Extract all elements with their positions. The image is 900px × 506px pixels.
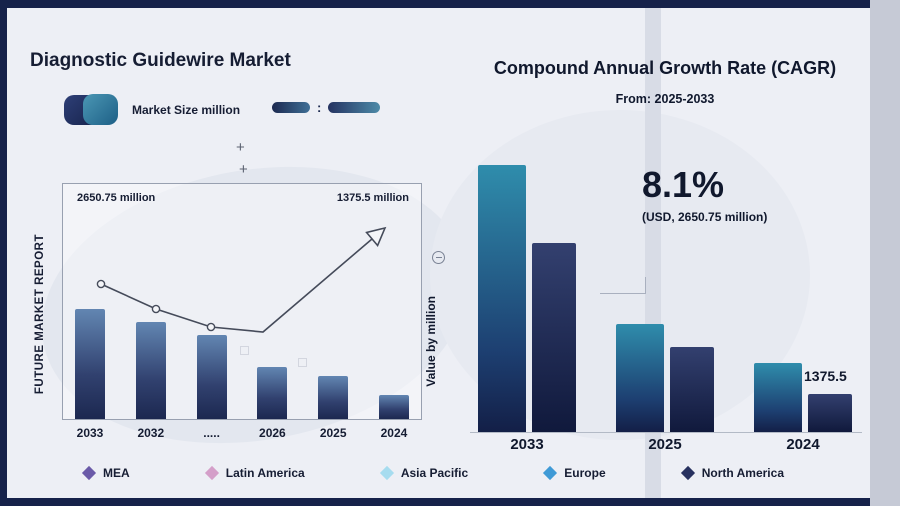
- left-chart-title: Diagnostic Guidewire Market: [30, 50, 291, 71]
- future-market-report-label: FUTURE MARKET REPORT: [34, 234, 46, 395]
- frame-bottom-bar: [0, 498, 870, 506]
- left-bar-.....: [196, 335, 227, 419]
- right-axis-label: 2025: [648, 436, 682, 453]
- right-chart-subtitle: From: 2025-2033: [615, 92, 715, 106]
- square-decor: [240, 346, 249, 355]
- max-value-annotation: 2650.75 million: [77, 192, 156, 204]
- left-bar-2026: [257, 367, 288, 419]
- right-bar-group-2024: [754, 363, 852, 432]
- left-axis-label: .....: [203, 426, 220, 440]
- right-chart-baseline: [470, 432, 862, 433]
- cagr-value: 8.1%: [642, 164, 725, 205]
- left-bar-2032: [135, 322, 166, 419]
- left-chart-bars: [63, 184, 421, 419]
- right-bar-group-2033: [478, 165, 576, 432]
- left-axis-label: 2025: [319, 426, 347, 440]
- plus-decor: +: [239, 161, 248, 178]
- frame-top-bar: [0, 0, 870, 8]
- bar-primary-2025: [616, 324, 664, 432]
- value-axis-label: Value by million: [424, 296, 438, 387]
- cylinder-icon: [64, 94, 118, 126]
- market-size-legend: Market Size million: [64, 94, 240, 126]
- market-size-label: Market Size million: [132, 103, 241, 117]
- legend-item-mea: MEA: [81, 465, 130, 481]
- diamond-icon: [204, 465, 219, 481]
- bar-secondary-2033: [532, 243, 576, 432]
- right-axis-label: 2024: [786, 436, 820, 453]
- legend-label: Europe: [564, 466, 606, 480]
- left-axis-label: 2032: [137, 426, 165, 440]
- right-chart-title: Compound Annual Growth Rate (CAGR): [493, 58, 837, 78]
- diamond-icon: [543, 465, 558, 481]
- pill-separator: :: [317, 100, 322, 115]
- left-bar-2024: [378, 395, 409, 419]
- decorative-pills: :: [272, 100, 381, 115]
- pill-decor: [272, 102, 310, 113]
- frame-left-bar: [0, 0, 7, 506]
- legend-item-latin-america: Latin America: [204, 465, 305, 481]
- legend-label: Latin America: [225, 466, 305, 480]
- bar-primary-2033: [478, 165, 526, 432]
- left-axis-label: 2033: [76, 426, 104, 440]
- diamond-icon: [680, 465, 695, 481]
- left-axis-label: 2024: [380, 426, 408, 440]
- legend-item-north-america: North America: [680, 465, 784, 481]
- bar-primary-2024: [754, 363, 802, 432]
- left-bar-2033: [75, 309, 105, 419]
- bar-secondary-2025: [670, 347, 714, 432]
- diamond-icon: [379, 465, 394, 481]
- bar-secondary-2024: [808, 394, 852, 432]
- plus-decor: +: [236, 139, 245, 156]
- region-legend: MEA Latin America Asia Pacific Europe North …: [81, 465, 784, 481]
- diamond-icon: [81, 465, 97, 481]
- legend-label: Asia Pacific: [400, 466, 469, 480]
- circle-minus-decor: [432, 251, 445, 264]
- right-gray-band: [870, 0, 900, 506]
- right-axis-label: 2033: [510, 436, 544, 453]
- right-bar-group-2025: [616, 324, 714, 432]
- bar-value-annotation: 1375.5: [804, 368, 847, 384]
- legend-label: North America: [701, 466, 784, 480]
- square-decor: [298, 358, 307, 367]
- left-bar-2025: [318, 376, 349, 419]
- legend-label: MEA: [103, 466, 130, 480]
- cagr-caption: (USD, 2650.75 million): [642, 210, 768, 224]
- pill-decor: [328, 102, 381, 113]
- left-chart-xlabels: 2033 2032..... 2026 2025 2024: [62, 426, 422, 440]
- legend-item-asia-pacific: Asia Pacific: [379, 465, 469, 481]
- left-chart: 2650.75 million 1375.5 million: [62, 183, 422, 420]
- right-chart-bars: [478, 160, 852, 432]
- min-value-annotation: 1375.5 million: [336, 192, 409, 204]
- bracket-decor: [600, 277, 646, 294]
- right-chart-xlabels: 2033 2025 2024: [478, 436, 852, 453]
- legend-item-europe: Europe: [543, 465, 606, 481]
- left-axis-label: 2026: [259, 426, 286, 440]
